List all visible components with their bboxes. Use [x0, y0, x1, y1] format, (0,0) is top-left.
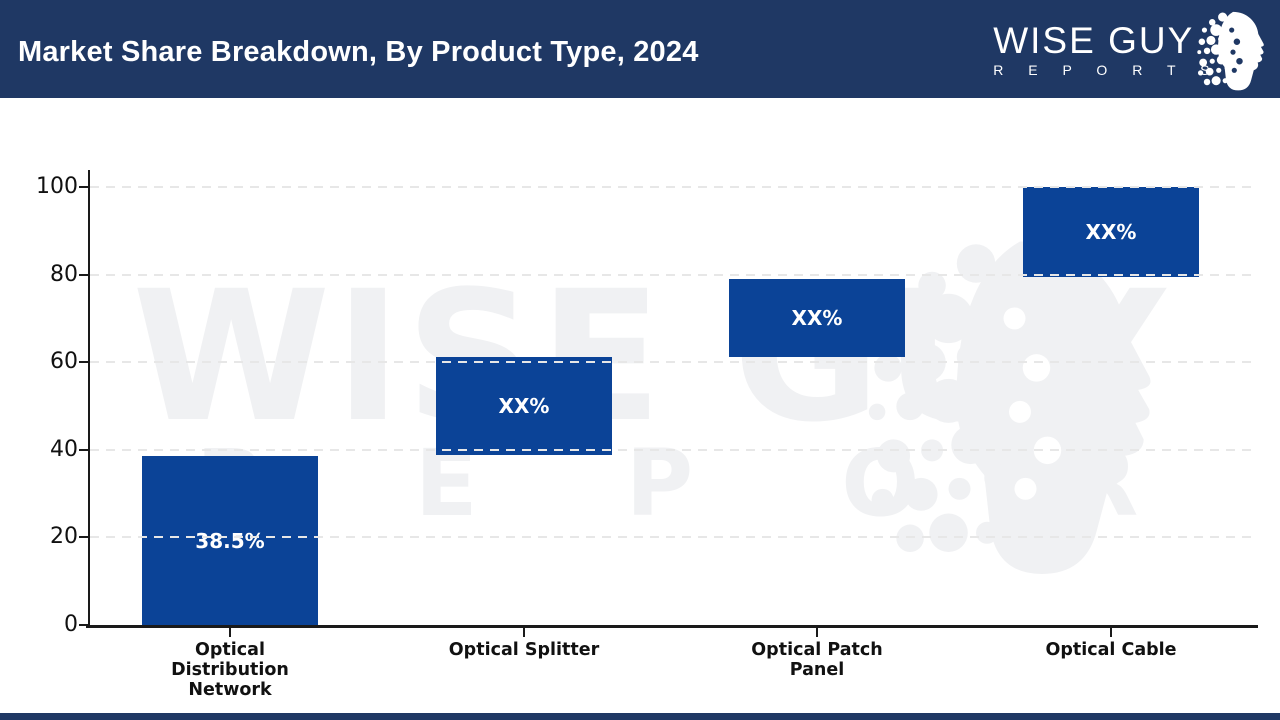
x-category-label-line: Distribution [171, 660, 289, 680]
logo-line2: R E P O R T S [993, 61, 1220, 78]
logo-wordmark: WISE GUY R E P O R T S [993, 19, 1220, 79]
x-category-label: Optical Splitter [414, 640, 634, 660]
bar-3: XX% [729, 278, 905, 357]
x-category-label-line: Optical Patch [751, 640, 883, 660]
x-tick-mark [1110, 628, 1112, 637]
y-tick-label: 40 [50, 436, 78, 462]
y-tick-mark [79, 273, 88, 276]
x-category-label-line: Optical Cable [1045, 640, 1177, 660]
x-category-label: Optical Patch Panel [707, 640, 927, 680]
x-axis-line [86, 625, 1258, 628]
x-category-label: Optical Distribution Network [120, 640, 340, 700]
logo-line1: WISE GUY [993, 19, 1195, 61]
bar-4: XX% [1023, 187, 1199, 277]
footer-bar [0, 713, 1280, 720]
gridline [90, 186, 1258, 188]
y-axis-line [88, 170, 90, 627]
bar-2: XX% [436, 356, 612, 456]
x-tick-mark [523, 628, 525, 637]
y-tick-label: 20 [50, 524, 78, 550]
x-category-label-line: Optical Splitter [448, 640, 600, 660]
page-title: Market Share Breakdown, By Product Type,… [18, 36, 699, 68]
y-tick-label: 60 [50, 349, 78, 375]
x-category-label-line: Optical [195, 640, 265, 660]
x-tick-mark [816, 628, 818, 637]
bar-value-label: 38.5% [195, 528, 265, 553]
wiseguy-logo: WISE GUY R E P O R T S [993, 8, 1272, 92]
bar-1: 38.5% [142, 456, 318, 625]
y-tick-mark [79, 186, 88, 188]
gridline [90, 273, 1258, 276]
x-category-label-line: Network [188, 680, 272, 700]
y-tick-label: 0 [64, 612, 78, 637]
gridline [90, 448, 1258, 451]
y-tick-mark [79, 536, 88, 539]
header-banner: Market Share Breakdown, By Product Type,… [0, 0, 1280, 98]
y-tick-mark [79, 361, 88, 364]
x-category-label-line: Panel [789, 660, 845, 680]
gridline [90, 361, 1258, 364]
y-tick-label: 80 [50, 261, 78, 287]
x-tick-mark [229, 628, 231, 637]
bar-value-label: XX% [498, 393, 550, 418]
x-category-label: Optical Cable [1001, 640, 1221, 660]
y-tick-mark [79, 448, 88, 451]
bar-value-label: XX% [1085, 219, 1137, 244]
y-tick-mark [79, 624, 88, 626]
bar-value-label: XX% [791, 305, 843, 330]
y-tick-label: 100 [36, 174, 78, 199]
gridline [90, 536, 1258, 539]
